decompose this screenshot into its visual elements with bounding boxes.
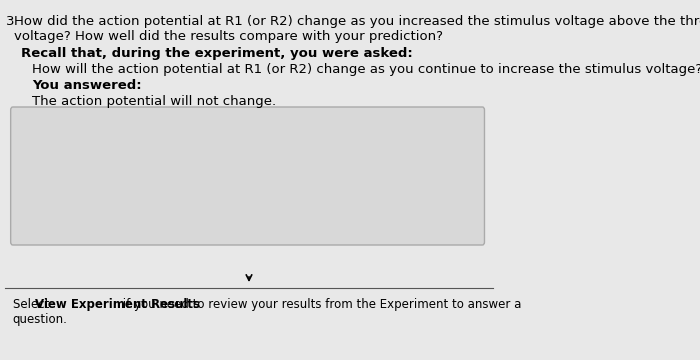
Text: The action potential will not change.: The action potential will not change.: [32, 95, 276, 108]
Text: if you need to review your results from the Experiment to answer a: if you need to review your results from …: [119, 298, 522, 311]
Text: View Experiment Results: View Experiment Results: [35, 298, 200, 311]
Text: Recall that, during the experiment, you were asked:: Recall that, during the experiment, you …: [21, 47, 413, 60]
FancyBboxPatch shape: [10, 107, 484, 245]
Text: question.: question.: [13, 313, 68, 326]
Text: How did the action potential at R1 (or R2) change as you increased the stimulus : How did the action potential at R1 (or R…: [14, 15, 700, 28]
Text: You answered:: You answered:: [32, 79, 141, 92]
Text: voltage? How well did the results compare with your prediction?: voltage? How well did the results compar…: [14, 30, 443, 43]
Text: Select: Select: [13, 298, 53, 311]
Text: 3: 3: [6, 15, 14, 28]
Text: How will the action potential at R1 (or R2) change as you continue to increase t: How will the action potential at R1 (or …: [32, 63, 700, 76]
